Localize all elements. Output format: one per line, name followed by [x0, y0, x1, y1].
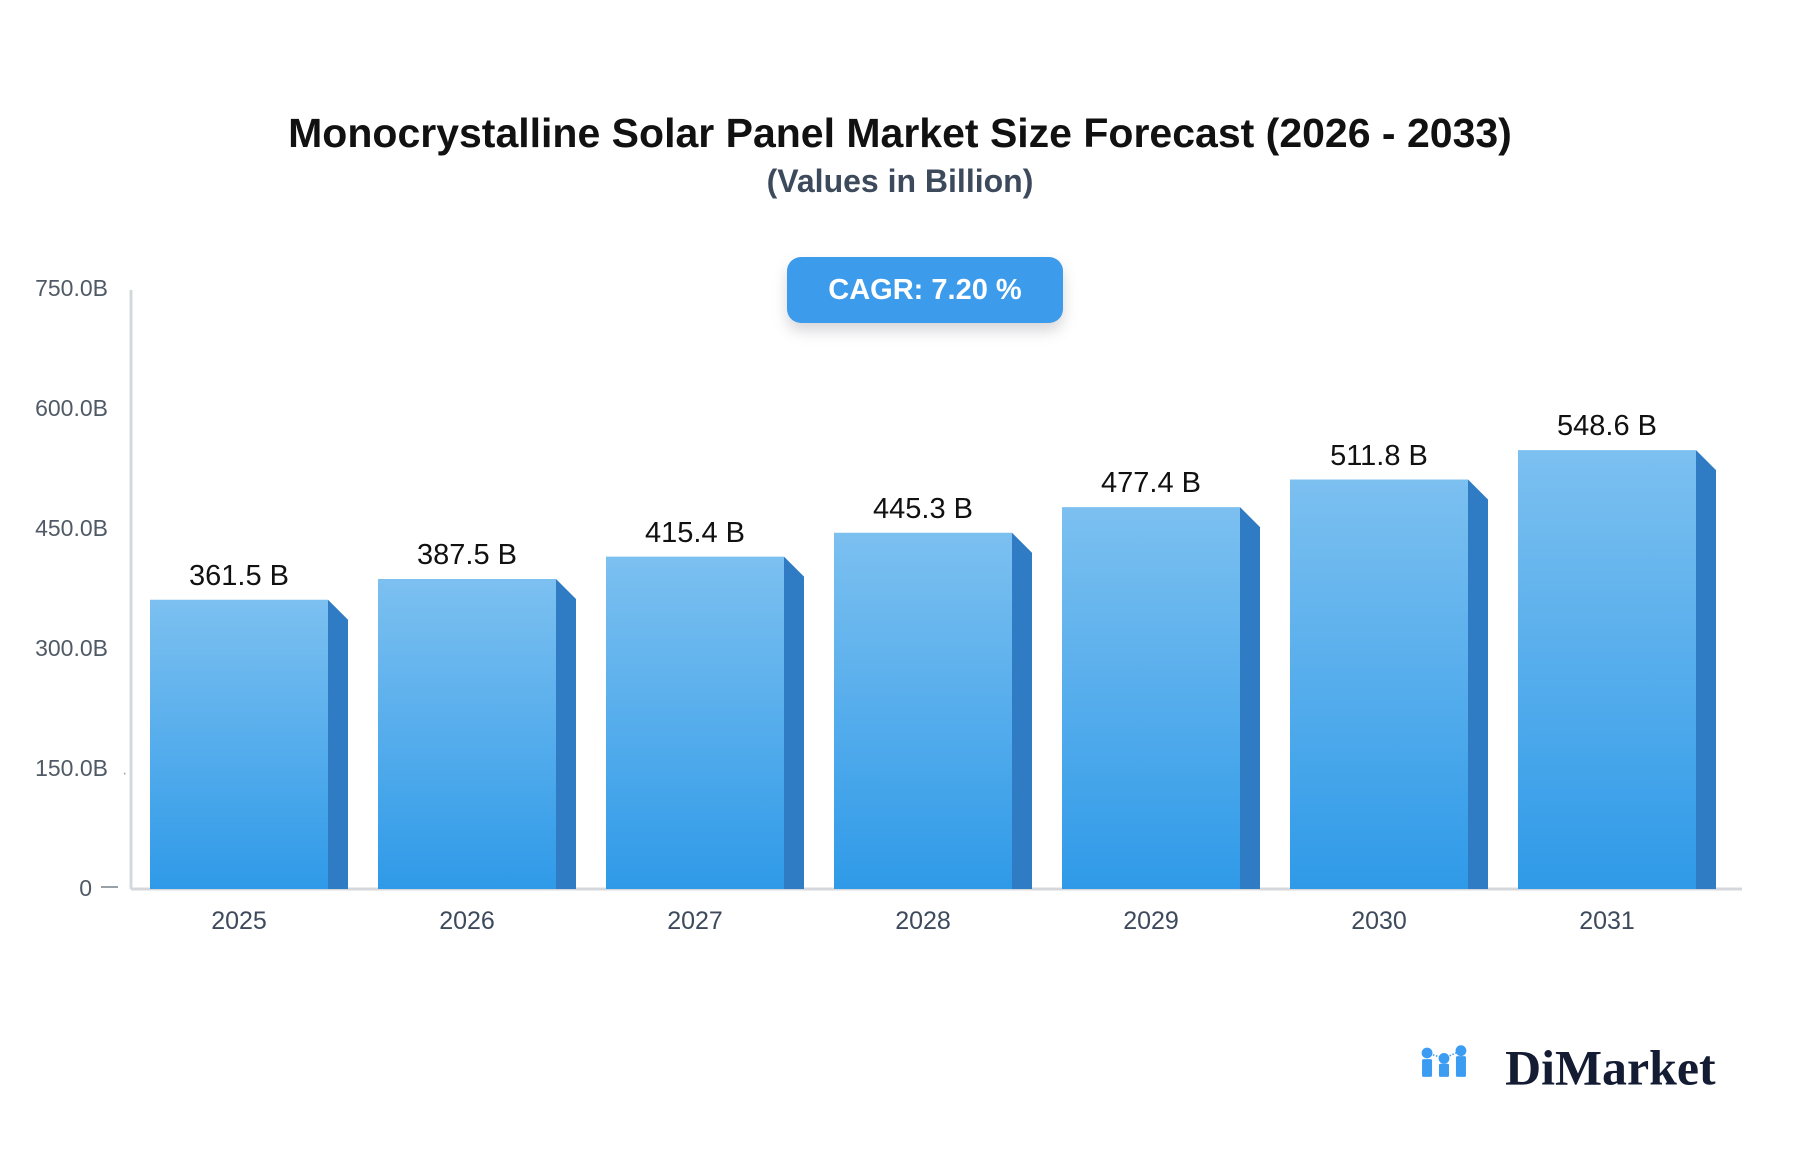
svg-text:387.5 B: 387.5 B [417, 539, 517, 571]
svg-text:2029: 2029 [1123, 907, 1179, 935]
svg-text:477.4 B: 477.4 B [1101, 467, 1201, 499]
svg-text:2030: 2030 [1351, 907, 1407, 935]
svg-text:2026: 2026 [439, 907, 495, 935]
svg-text:450.0B: 450.0B [35, 515, 108, 541]
svg-text:2028: 2028 [895, 907, 951, 935]
svg-text:·: · [122, 765, 127, 782]
svg-text:0: 0 [79, 875, 92, 901]
svg-text:2031: 2031 [1579, 907, 1635, 935]
svg-text:300.0B: 300.0B [35, 635, 108, 661]
svg-text:2027: 2027 [667, 907, 723, 935]
svg-text:DiMarket: DiMarket [1505, 1040, 1716, 1095]
svg-text:750.0B: 750.0B [35, 275, 108, 301]
svg-text:511.8 B: 511.8 B [1330, 440, 1428, 472]
svg-text:150.0B: 150.0B [35, 755, 108, 781]
svg-text:2025: 2025 [211, 907, 267, 935]
svg-text:548.6 B: 548.6 B [1557, 410, 1657, 442]
svg-text:600.0B: 600.0B [35, 395, 108, 421]
svg-text:445.3 B: 445.3 B [873, 493, 973, 525]
svg-text:361.5 B: 361.5 B [189, 560, 289, 592]
svg-text:415.4 B: 415.4 B [645, 517, 745, 549]
